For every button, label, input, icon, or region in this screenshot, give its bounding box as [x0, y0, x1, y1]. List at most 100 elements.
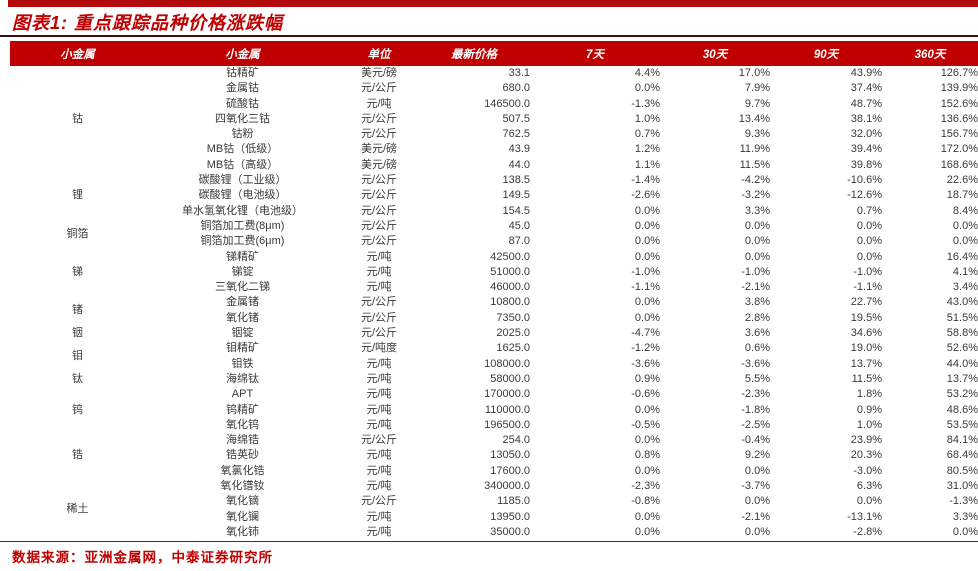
chg-7d-cell: 0.0%: [634, 296, 660, 309]
unit-cell: 元/公斤: [360, 82, 398, 95]
table-row: 铜箔加工费(6μm) 元/公斤 87.0 0.0% 0.0% 0.0% 0.0%: [10, 234, 978, 249]
chg-90d-cell: 37.4%: [850, 82, 882, 95]
chg-90d-cell: 32.0%: [850, 128, 882, 141]
chg-360d-cell: 84.1%: [946, 434, 978, 447]
item-name-cell: 单水氢氧化锂（电池级）: [182, 204, 303, 217]
chg-30d-cell: 0.0%: [744, 235, 770, 248]
latest-price-cell: 196500.0: [484, 418, 530, 431]
table-row: 锆英砂 元/吨 13050.0 0.8% 9.2% 20.3% 68.4%: [10, 448, 978, 463]
chg-90d-cell: -13.1%: [847, 510, 882, 523]
chg-30d-cell: 0.0%: [744, 495, 770, 508]
chg-360d-cell: 48.6%: [946, 403, 978, 416]
unit-cell: 元/吨: [366, 525, 392, 538]
item-name-cell: 氧化镧: [226, 510, 259, 523]
item-name-cell: 海绵锆: [226, 434, 259, 447]
chg-90d-cell: 13.7%: [850, 357, 882, 370]
chg-30d-cell: 9.2%: [744, 449, 770, 462]
chg-7d-cell: 0.0%: [634, 311, 660, 324]
chg-90d-cell: 0.9%: [856, 403, 882, 416]
metal-price-table: 小金属 小金属 单位 最新价格 7天 30天 90天 360天 钴钴精矿 美元/磅…: [10, 41, 978, 540]
chg-7d-cell: -1.0%: [631, 265, 660, 278]
chg-30d-cell: 11.5%: [739, 158, 770, 171]
chg-30d-cell: 0.0%: [744, 525, 770, 538]
latest-price-cell: 58000.0: [490, 372, 530, 385]
chg-7d-cell: 0.0%: [634, 510, 660, 523]
chg-7d-cell: -2.3%: [631, 480, 660, 493]
chg-360d-cell: 136.6%: [940, 112, 978, 125]
chg-90d-cell: 48.7%: [850, 97, 882, 110]
chg-90d-cell: 19.5%: [850, 311, 882, 324]
item-name-cell: 铟锭: [231, 327, 254, 340]
chg-30d-cell: 3.3%: [744, 204, 770, 217]
chg-7d-cell: -1.1%: [631, 281, 660, 294]
unit-cell: 元/吨度: [360, 342, 398, 355]
chg-360d-cell: 53.2%: [946, 388, 978, 401]
item-name-cell: 金属钴: [226, 82, 259, 95]
item-name-cell: 氧化铈: [226, 525, 259, 538]
unit-cell: 元/吨: [366, 403, 392, 416]
latest-price-cell: 138.5: [502, 174, 530, 187]
chg-360d-cell: 168.6%: [940, 158, 978, 171]
chg-30d-cell: -0.4%: [741, 434, 770, 447]
chg-7d-cell: 0.0%: [634, 82, 660, 95]
chg-90d-cell: 20.3%: [850, 449, 882, 462]
table-row: 氧化铈 元/吨 35000.0 0.0% 0.0% -2.8% 0.0%: [10, 525, 978, 540]
item-name-cell: 锑精矿: [226, 250, 259, 263]
chg-90d-cell: -3.0%: [853, 464, 882, 477]
chg-90d-cell: 1.0%: [856, 418, 882, 431]
chg-30d-cell: -1.0%: [741, 265, 770, 278]
table-row: 钨精矿 元/吨 110000.0 0.0% -1.8% 0.9% 48.6%: [10, 403, 978, 418]
item-name-cell: 金属锗: [226, 296, 259, 309]
item-name-cell: 海绵钛: [226, 372, 259, 385]
col-header-latest-price: 最新价格: [418, 41, 530, 66]
chg-30d-cell: 9.7%: [744, 97, 770, 110]
chg-90d-cell: 0.0%: [856, 250, 882, 263]
chg-90d-cell: -12.6%: [847, 189, 882, 202]
category-cell: 锗: [72, 304, 83, 317]
chg-30d-cell: 17.0%: [738, 67, 770, 79]
table-row: 氧化钨 元/吨 196500.0 -0.5% -2.5% 1.0% 53.5%: [10, 418, 978, 433]
item-name-cell: 硫酸钴: [226, 97, 259, 110]
latest-price-cell: 1185.0: [497, 495, 530, 508]
item-name-cell: 氧化钨: [226, 418, 259, 431]
table-row: 锑锭 元/吨 51000.0 -1.0% -1.0% -1.0% 4.1%: [10, 265, 978, 280]
chg-90d-cell: 34.6%: [850, 327, 882, 340]
item-name-cell: 钨精矿: [226, 403, 259, 416]
unit-cell: 元/吨: [366, 372, 392, 385]
data-source: 数据来源：亚洲金属网，中泰证券研究所: [12, 550, 273, 565]
item-name-cell: 氧化镨钕: [220, 480, 265, 493]
chg-90d-cell: 0.0%: [856, 495, 882, 508]
chg-360d-cell: 4.1%: [952, 265, 978, 278]
chg-7d-cell: -2.6%: [631, 189, 660, 202]
chg-360d-cell: 139.9%: [940, 82, 978, 95]
latest-price-cell: 110000.0: [484, 403, 530, 416]
chg-7d-cell: 1.2%: [634, 143, 660, 156]
chg-90d-cell: 11.5%: [851, 372, 882, 385]
latest-price-cell: 146500.0: [484, 97, 530, 110]
footer-rule: [0, 541, 978, 542]
category-cell: 锑: [72, 265, 83, 278]
chg-90d-cell: -10.6%: [847, 174, 882, 187]
unit-cell: 元/公斤: [360, 311, 398, 324]
item-name-cell: 铜箔加工费(6μm): [200, 235, 285, 248]
item-name-cell: 钴精矿: [226, 67, 259, 79]
unit-cell: 美元/磅: [360, 143, 398, 156]
chg-90d-cell: 39.8%: [850, 158, 882, 171]
unit-cell: 元/吨: [366, 281, 392, 294]
table-row: 氧化镧 元/吨 13950.0 0.0% -2.1% -13.1% 3.3%: [10, 510, 978, 525]
col-header-30d: 30天: [660, 41, 770, 66]
latest-price-cell: 762.5: [502, 128, 530, 141]
top-accent-bar: [8, 0, 978, 7]
chg-30d-cell: -2.1%: [741, 281, 770, 294]
item-name-cell: 钴粉: [231, 128, 254, 141]
table-row: 单水氢氧化锂（电池级） 元/公斤 154.5 0.0% 3.3% 0.7% 8.4%: [10, 204, 978, 219]
chg-30d-cell: -3.2%: [741, 189, 770, 202]
latest-price-cell: 45.0: [508, 219, 530, 232]
chg-30d-cell: 9.3%: [744, 128, 770, 141]
unit-cell: 元/公斤: [360, 189, 398, 202]
table-row: 金属钴 元/公斤 680.0 0.0% 7.9% 37.4% 139.9%: [10, 81, 978, 96]
table-row: 锑锑精矿 元/吨 42500.0 0.0% 0.0% 0.0% 16.4%: [10, 250, 978, 278]
chg-7d-cell: 0.0%: [634, 235, 660, 248]
chg-7d-cell: 4.4%: [634, 67, 660, 79]
chg-360d-cell: 31.0%: [946, 480, 978, 493]
